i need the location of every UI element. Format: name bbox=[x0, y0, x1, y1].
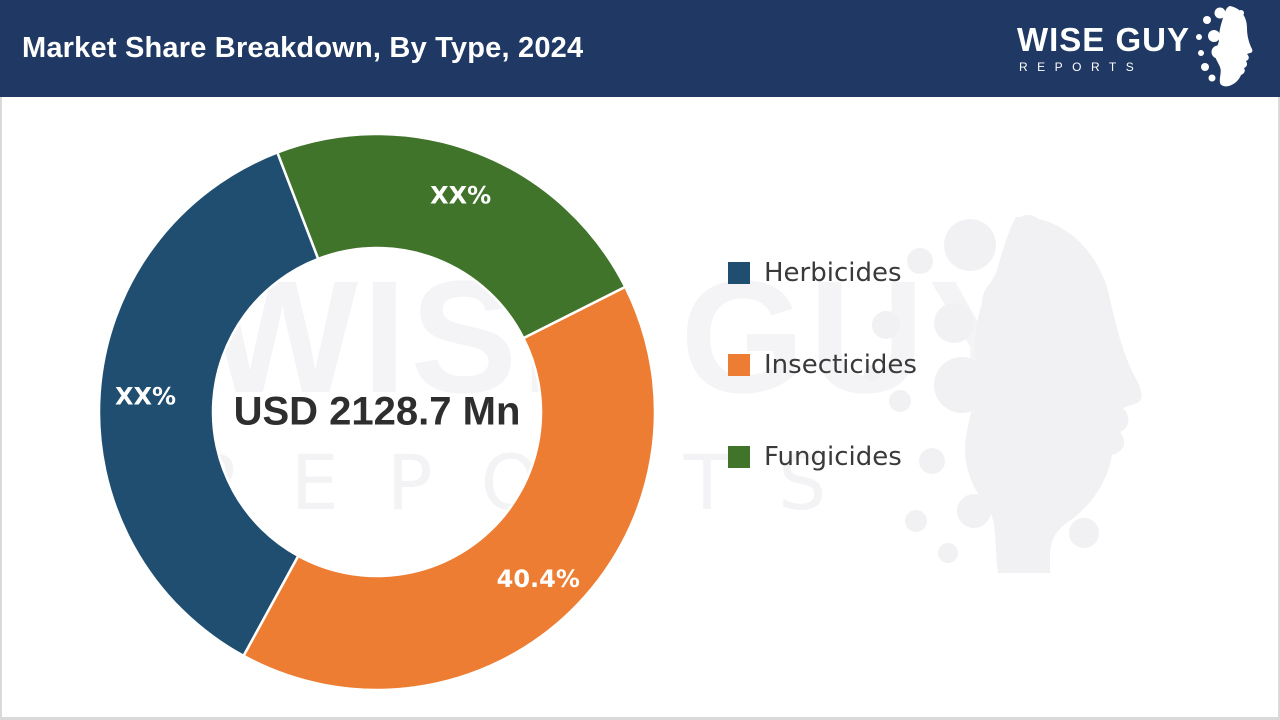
brand-logo-text: WISE GUY REPORTS bbox=[1017, 23, 1190, 74]
page-title: Market Share Breakdown, By Type, 2024 bbox=[22, 32, 584, 64]
legend-item-fungicides: Fungicides bbox=[728, 444, 917, 470]
donut-center-value: USD 2128.7 Mn bbox=[233, 389, 521, 434]
brand-logo: WISE GUY REPORTS bbox=[1017, 4, 1254, 93]
legend-item-herbicides: Herbicides bbox=[728, 260, 917, 286]
legend-label-fungicides: Fungicides bbox=[764, 442, 902, 472]
logo-face-icon bbox=[1192, 4, 1254, 93]
legend-swatch-fungicides bbox=[728, 446, 750, 468]
legend-item-insecticides: Insecticides bbox=[728, 352, 917, 378]
donut-segment-herbicides bbox=[97, 151, 320, 658]
legend-swatch-insecticides bbox=[728, 354, 750, 376]
brand-name: WISE GUY bbox=[1016, 21, 1190, 58]
donut-segment-insecticides bbox=[242, 285, 657, 692]
donut-segment-fungicides bbox=[276, 132, 627, 340]
header-bar: Market Share Breakdown, By Type, 2024 WI… bbox=[0, 0, 1280, 97]
donut-chart: XX% 40.4% XX% bbox=[97, 132, 657, 692]
watermark-face-graphic bbox=[858, 203, 1170, 580]
segment-value-label-insecticides: 40.4% bbox=[497, 565, 580, 593]
chart-legend: Herbicides Insecticides Fungicides bbox=[728, 260, 917, 470]
chart-area: WISE GUY REPORTS XX%40.4%XX% USD 2128.7 … bbox=[0, 97, 1280, 720]
legend-label-insecticides: Insecticides bbox=[764, 350, 917, 380]
segment-value-label-herbicides: XX% bbox=[115, 383, 176, 411]
legend-label-herbicides: Herbicides bbox=[764, 258, 902, 288]
brand-subtitle: REPORTS bbox=[1018, 60, 1144, 74]
segment-value-label-fungicides: XX% bbox=[430, 182, 491, 210]
legend-swatch-herbicides bbox=[728, 262, 750, 284]
watermark-sub-text: REPORTS bbox=[190, 445, 874, 521]
